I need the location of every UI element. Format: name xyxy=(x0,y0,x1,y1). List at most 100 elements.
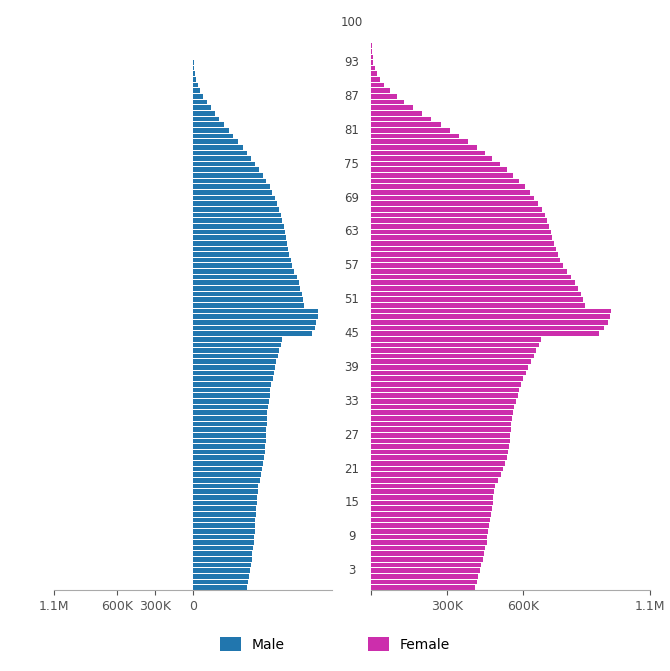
Bar xyxy=(193,342,281,347)
Bar xyxy=(193,563,251,568)
Bar xyxy=(371,309,611,313)
Text: 9: 9 xyxy=(348,530,356,544)
Bar xyxy=(371,376,523,381)
Bar xyxy=(371,178,519,183)
Bar xyxy=(193,456,264,460)
Bar xyxy=(371,83,385,87)
Bar xyxy=(193,574,249,578)
Bar xyxy=(193,427,266,432)
Bar xyxy=(193,450,265,454)
Bar xyxy=(193,77,196,82)
Bar xyxy=(193,484,258,488)
Bar xyxy=(371,89,390,93)
Bar xyxy=(371,246,555,251)
Bar xyxy=(193,252,289,257)
Bar xyxy=(371,280,575,285)
Bar xyxy=(371,427,511,432)
Bar xyxy=(371,77,380,82)
Bar xyxy=(371,557,482,562)
Bar xyxy=(193,585,247,590)
Bar xyxy=(371,461,505,466)
Bar xyxy=(371,410,513,415)
Bar xyxy=(371,54,373,59)
Bar xyxy=(371,269,567,274)
Bar xyxy=(371,264,563,268)
Text: 63: 63 xyxy=(344,225,359,238)
Bar xyxy=(193,433,266,437)
Bar xyxy=(193,122,224,127)
Bar xyxy=(371,444,509,449)
Bar xyxy=(371,162,500,166)
Bar xyxy=(371,585,474,590)
Bar xyxy=(193,100,206,104)
Bar xyxy=(193,461,263,466)
Bar xyxy=(193,201,277,206)
Bar xyxy=(371,297,583,302)
Bar xyxy=(371,72,377,76)
Bar xyxy=(193,173,263,178)
Bar xyxy=(371,371,525,375)
Bar xyxy=(371,433,511,437)
Bar xyxy=(371,229,551,234)
Bar xyxy=(371,388,519,393)
Bar xyxy=(371,365,528,370)
Bar xyxy=(371,213,545,217)
Bar xyxy=(371,258,560,262)
Text: 21: 21 xyxy=(344,462,359,476)
Bar xyxy=(193,162,255,166)
Bar xyxy=(371,241,553,246)
Bar xyxy=(371,150,484,155)
Bar xyxy=(193,303,304,307)
Bar xyxy=(371,478,498,482)
Bar xyxy=(371,568,480,573)
Bar xyxy=(371,382,521,386)
Bar xyxy=(193,489,257,494)
Bar xyxy=(193,264,292,268)
Bar xyxy=(371,236,552,240)
Bar xyxy=(193,393,270,398)
Bar xyxy=(193,523,255,528)
Bar xyxy=(193,552,253,556)
Bar xyxy=(371,94,397,99)
Bar xyxy=(193,421,267,426)
Text: 15: 15 xyxy=(344,497,359,509)
Bar xyxy=(371,552,484,556)
Bar xyxy=(371,342,539,347)
Bar xyxy=(193,478,260,482)
Bar xyxy=(193,134,233,138)
Bar xyxy=(371,100,404,104)
Bar xyxy=(193,236,286,240)
Bar xyxy=(193,292,302,297)
Bar xyxy=(193,309,318,313)
Bar xyxy=(193,376,273,381)
Bar xyxy=(371,472,501,477)
Bar xyxy=(371,405,514,409)
Bar xyxy=(371,196,535,201)
Bar xyxy=(193,269,294,274)
Bar xyxy=(371,105,413,110)
Bar xyxy=(193,348,279,353)
Text: 75: 75 xyxy=(344,158,359,170)
Bar xyxy=(371,201,538,206)
Text: 27: 27 xyxy=(344,429,359,442)
Legend: Male, Female: Male, Female xyxy=(214,631,456,658)
Bar xyxy=(371,360,531,364)
Text: 69: 69 xyxy=(344,191,359,205)
Bar xyxy=(193,111,215,115)
Bar xyxy=(371,337,541,342)
Bar xyxy=(371,517,490,522)
Bar xyxy=(193,89,200,93)
Text: 45: 45 xyxy=(344,327,359,340)
Text: 39: 39 xyxy=(344,361,359,374)
Bar xyxy=(371,495,493,500)
Bar xyxy=(193,168,259,172)
Bar xyxy=(371,274,571,279)
Bar xyxy=(371,399,516,404)
Bar xyxy=(371,314,610,319)
Bar xyxy=(371,111,422,115)
Bar xyxy=(193,354,278,358)
Text: 100: 100 xyxy=(340,17,363,30)
Bar xyxy=(371,450,508,454)
Bar xyxy=(193,241,287,246)
Bar xyxy=(371,489,494,494)
